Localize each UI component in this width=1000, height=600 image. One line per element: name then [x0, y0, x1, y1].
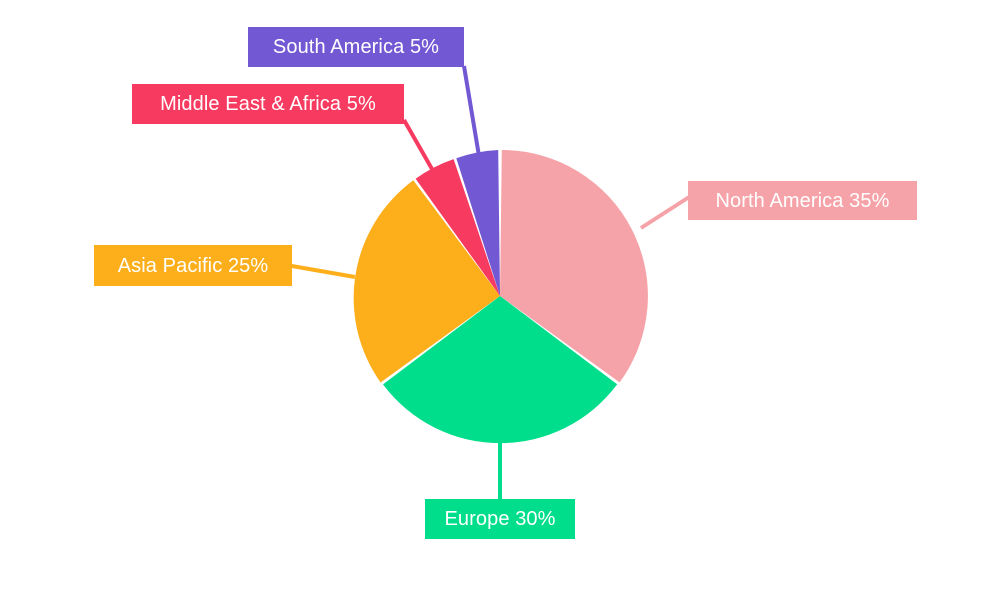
callout-label-north-america[interactable]: North America 35%: [688, 181, 917, 220]
pie-slice-europe[interactable]: [383, 296, 618, 444]
callout-label-asia-pacific[interactable]: Asia Pacific 25%: [94, 245, 292, 286]
leader-line-south-america: [462, 65, 481, 157]
pie-slice-south-america[interactable]: [456, 150, 500, 296]
callout-label-south-america[interactable]: South America 5%: [248, 27, 464, 67]
callout-text-europe: Europe 30%: [444, 508, 556, 530]
pie-slice-asia-pacific[interactable]: [353, 180, 500, 383]
leader-line-middle-east-africa: [402, 119, 438, 177]
pie-slice-middle-east-africa[interactable]: [415, 159, 500, 296]
callout-label-middle-east-africa[interactable]: Middle East & Africa 5%: [132, 84, 404, 124]
leader-line-asia-pacific: [285, 263, 356, 279]
callout-label-europe[interactable]: Europe 30%: [425, 499, 575, 539]
callout-text-south-america: South America 5%: [272, 36, 440, 58]
callout-text-north-america: North America 35%: [715, 189, 890, 212]
callout-text-middle-east-africa: Middle East & Africa 5%: [160, 93, 376, 115]
pie-slice-north-america[interactable]: [500, 149, 648, 383]
callout-text-asia-pacific: Asia Pacific 25%: [117, 254, 269, 277]
